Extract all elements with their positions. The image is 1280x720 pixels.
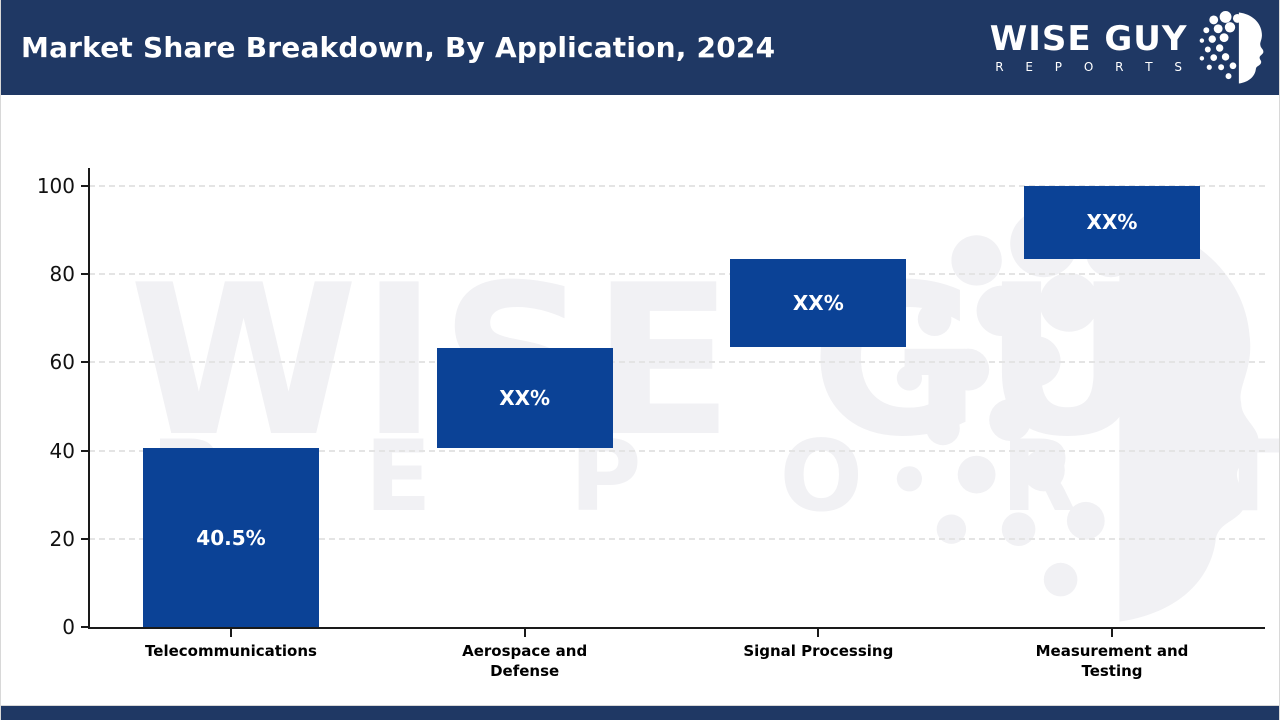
x-axis-tick [523,629,526,637]
watermark-face-icon [896,210,1259,622]
x-axis-tick [230,629,232,637]
bar: 40.5% [143,448,319,627]
page-title: Market Share Breakdown, By Application, … [21,31,776,64]
category-label: Aerospace and Defense [462,642,588,681]
bar: XX% [730,258,907,347]
y-tick-label: 20 [49,526,75,551]
y-axis-tick [81,537,89,540]
x-axis-tick [1111,629,1113,637]
y-axis-tick [81,273,89,276]
header: Market Share Breakdown, By Application, … [1,0,1279,95]
y-axis-tick [81,449,89,452]
bar: XX% [436,347,613,449]
y-tick-label: 60 [49,350,75,375]
category-label: Signal Processing [743,642,894,660]
brand-face-icon [1199,10,1264,84]
bar-value-label: XX% [1086,210,1138,235]
category-label: Telecommunications [145,642,317,660]
y-tick-label: 80 [49,262,75,287]
y-axis-tick [81,626,89,628]
gridline [89,537,1265,540]
y-tick-label: 0 [62,615,75,639]
y-axis [88,168,90,629]
x-axis [88,627,1265,629]
chart-area: 0 20 40 60 80 100 40.5% Telecommunications XX% Ae… [1,95,1279,706]
brand-text: WISE GUY R E P O R T S [986,22,1191,74]
brand-logo: WISE GUY R E P O R T S [986,10,1267,85]
gridline [89,273,1265,276]
brand-name: WISE GUY [989,18,1188,59]
y-axis-tick [81,185,89,187]
y-axis-tick [81,361,89,364]
y-tick-label: 40 [49,438,75,463]
x-axis-tick [817,629,820,637]
bar-value-label: XX% [792,290,844,315]
category-label: Measurement and Testing [1035,642,1189,681]
y-tick-label: 100 [36,174,75,198]
gridline [89,361,1265,364]
bar-value-label: 40.5% [196,525,266,550]
bar-value-label: XX% [499,386,551,411]
footer-bar [1,706,1279,720]
bar: XX% [1024,186,1200,259]
brand-reports-label: R E P O R T S [995,59,1191,74]
gridline [89,185,1265,187]
gridline [89,449,1265,452]
